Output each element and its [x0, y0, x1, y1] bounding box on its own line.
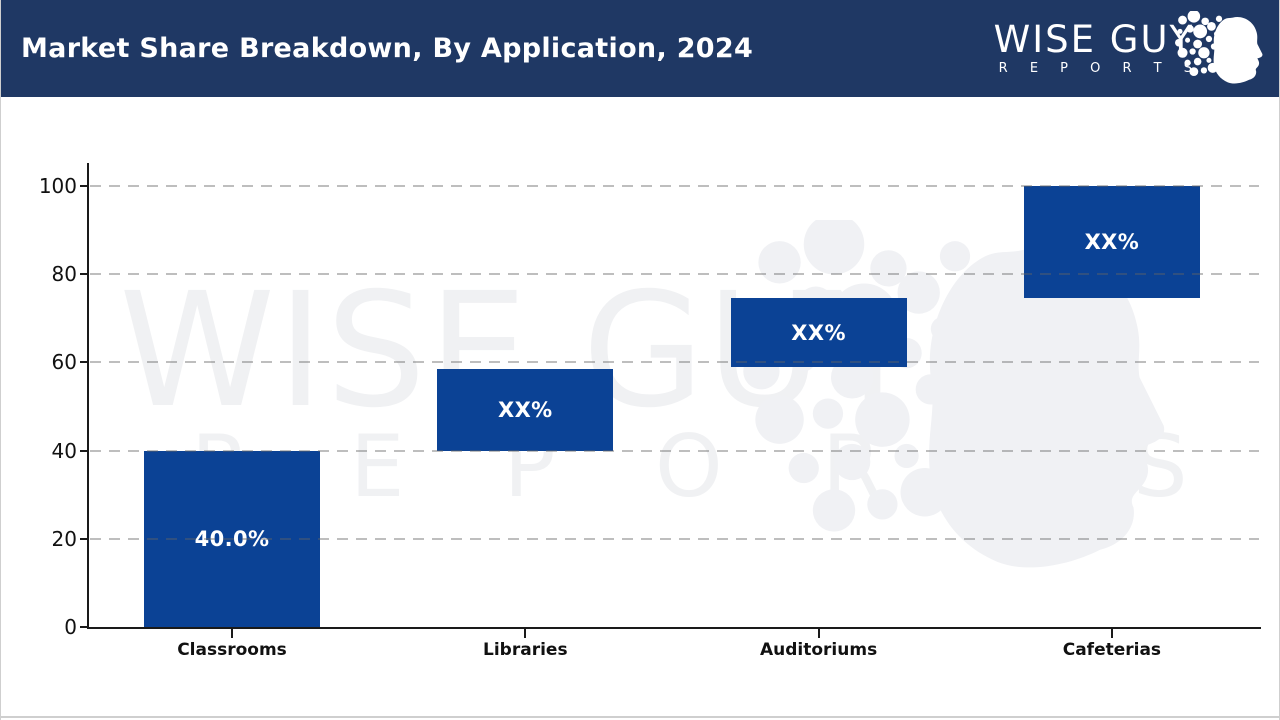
chart-title: Market Share Breakdown, By Application, … [21, 33, 754, 64]
bar-value-label: 40.0% [194, 526, 270, 551]
xtick-label-libraries: Libraries [483, 640, 568, 660]
xtick-label-cafeterias: Cafeterias [1062, 640, 1162, 660]
gridline-y80 [90, 273, 1259, 276]
bar-value-label: XX% [1084, 230, 1140, 255]
xtick-mark [1110, 629, 1113, 638]
bottom-border-line [1, 716, 1279, 718]
ytick-label: 60 [51, 350, 77, 375]
ytick-mark [80, 185, 89, 187]
wiseguy-logo: WISE GUY R E P O R T S [994, 10, 1263, 87]
ytick-label: 100 [38, 174, 77, 198]
ytick-mark [80, 537, 89, 540]
xtick-mark [817, 629, 820, 638]
logo-text: WISE GUY R E P O R T S [994, 21, 1201, 76]
xtick-label-classrooms: Classrooms [177, 640, 287, 660]
ytick-mark [80, 449, 89, 452]
ytick-mark [80, 361, 89, 364]
y-axis-spine [87, 163, 89, 629]
bar-libraries: XX% [437, 369, 614, 451]
wiseguy-face-icon [1175, 10, 1263, 83]
x-axis-spine [87, 627, 1261, 629]
xtick-label-auditoriums: Auditoriums [759, 640, 878, 660]
logo-wordmark: WISE GUY [993, 18, 1195, 61]
bar-classrooms: 40.0% [144, 450, 320, 627]
bar-value-label: XX% [497, 397, 553, 422]
gridline-y100 [90, 185, 1259, 187]
bar-auditoriums: XX% [730, 298, 907, 367]
header-bar: Market Share Breakdown, By Application, … [1, 0, 1279, 97]
ytick-label: 0 [64, 615, 77, 639]
ytick-label: 20 [51, 526, 77, 551]
ytick-label: 40 [51, 438, 77, 463]
ytick-mark [80, 626, 89, 628]
gridline-y20 [90, 537, 1259, 540]
logo-subtitle: R E P O R T S [998, 61, 1201, 76]
xtick-mark [231, 629, 233, 638]
ytick-mark [80, 273, 89, 276]
bar-value-label: XX% [791, 320, 846, 345]
gridline-y60 [90, 361, 1259, 364]
gridline-y40 [90, 449, 1259, 452]
xtick-mark [524, 629, 527, 638]
ytick-label: 80 [51, 262, 77, 287]
bar-cafeterias: XX% [1023, 186, 1200, 299]
